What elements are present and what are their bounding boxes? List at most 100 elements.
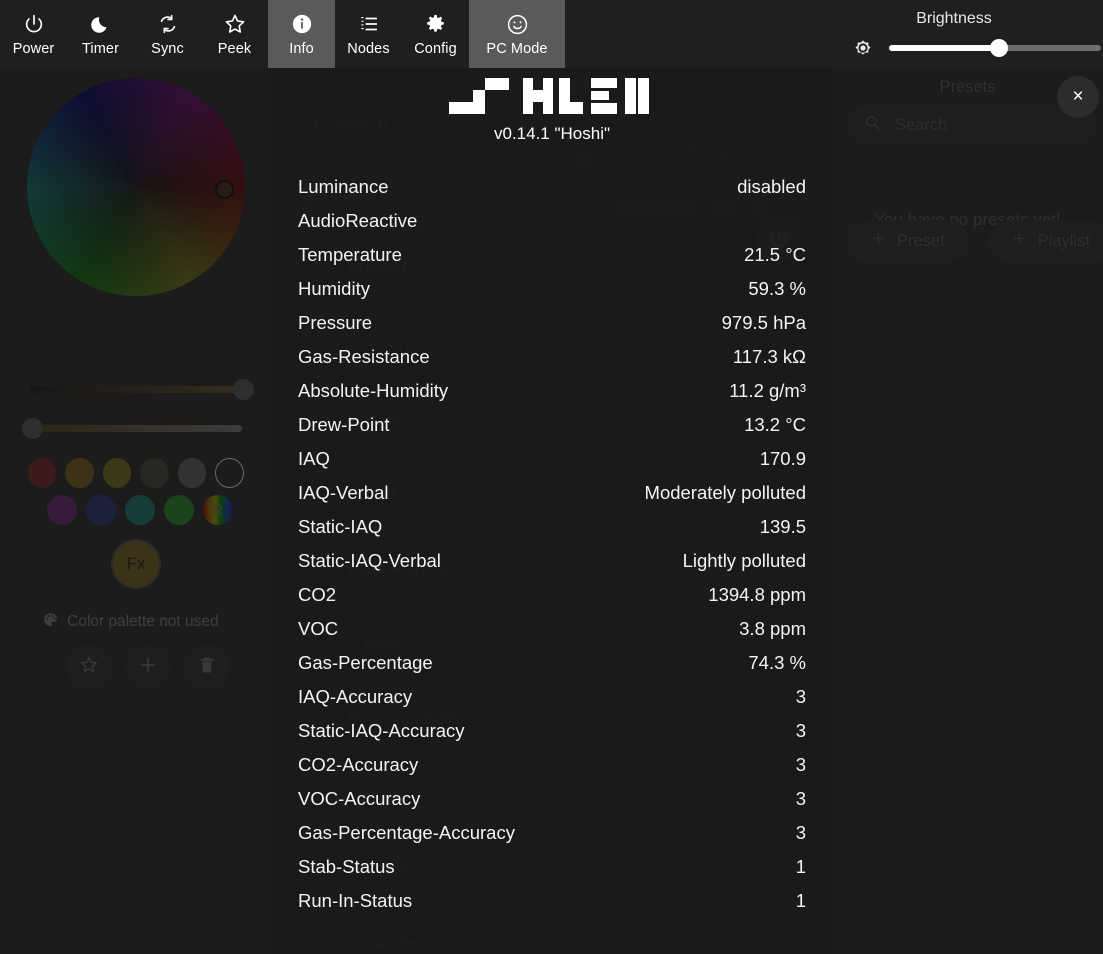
info-row: Absolute-Humidity 11.2 g/m³ bbox=[298, 380, 806, 414]
info-row: IAQ 170.9 bbox=[298, 448, 806, 482]
info-row-value: 139.5 bbox=[759, 516, 806, 537]
brightness-slider-knob[interactable] bbox=[990, 39, 1009, 57]
top-toolbar: Power Timer Sync Peek bbox=[0, 0, 1103, 68]
toolbar-button-power[interactable]: Power bbox=[0, 0, 67, 68]
gear-icon bbox=[424, 11, 447, 37]
brightness-slider[interactable] bbox=[889, 39, 1101, 57]
toolbar-button-config[interactable]: Config bbox=[402, 0, 469, 68]
info-row-key: Run-In-Status bbox=[298, 890, 413, 911]
toolbar-button-pc-mode[interactable]: PC Mode bbox=[469, 0, 565, 68]
info-row-key: Gas-Resistance bbox=[298, 346, 430, 367]
brightness-row bbox=[851, 36, 1101, 60]
info-row-key: Absolute-Humidity bbox=[298, 380, 449, 401]
info-row-value: 1 bbox=[795, 856, 806, 877]
info-row-key: Gas-Percentage bbox=[298, 652, 433, 673]
info-row-key: Temperature bbox=[298, 244, 402, 265]
info-row-key: Gas-Percentage-Accuracy bbox=[298, 822, 515, 843]
info-row-key: Static-IAQ bbox=[298, 516, 383, 537]
toolbar-label-timer: Timer bbox=[81, 41, 119, 57]
info-row-value: 13.2 °C bbox=[744, 414, 806, 435]
moon-icon bbox=[90, 11, 112, 37]
info-row: VOC-Accuracy 3 bbox=[298, 788, 806, 822]
info-row: Run-In-Status 1 bbox=[298, 890, 806, 924]
toolbar-button-peek[interactable]: Peek bbox=[201, 0, 268, 68]
info-row-value: 3 bbox=[795, 686, 806, 707]
info-row-key: VOC-Accuracy bbox=[298, 788, 421, 809]
smiley-icon bbox=[506, 11, 529, 37]
info-row-value: 170.9 bbox=[759, 448, 806, 469]
info-icon bbox=[291, 11, 313, 37]
toolbar-button-timer[interactable]: Timer bbox=[67, 0, 134, 68]
info-row: CO2 1394.8 ppm bbox=[298, 584, 806, 618]
toolbar-label-nodes: Nodes bbox=[347, 41, 390, 57]
info-row: CO2-Accuracy 3 bbox=[298, 754, 806, 788]
info-row-key: IAQ-Accuracy bbox=[298, 686, 413, 707]
list-icon bbox=[358, 11, 380, 37]
info-row-value: 3 bbox=[795, 822, 806, 843]
info-row-key: Pressure bbox=[298, 312, 373, 333]
info-row: Static-IAQ-Verbal Lightly polluted bbox=[298, 550, 806, 584]
info-row-value: disabled bbox=[737, 176, 806, 197]
toolbar-label-info: Info bbox=[289, 41, 314, 57]
info-row-key: CO2-Accuracy bbox=[298, 754, 419, 775]
info-row-value: 59.3 % bbox=[748, 278, 806, 299]
sync-icon bbox=[157, 11, 179, 37]
info-row: IAQ-Accuracy 3 bbox=[298, 686, 806, 720]
toolbar-label-peek: Peek bbox=[217, 41, 252, 57]
toolbar-label-sync: Sync bbox=[151, 41, 184, 57]
brightness-control: Brightness bbox=[829, 0, 1101, 68]
info-row-key: Static-IAQ-Accuracy bbox=[298, 720, 465, 741]
brightness-label: Brightness bbox=[916, 10, 992, 27]
info-row-key: Luminance bbox=[298, 176, 389, 197]
info-row-value: 11.2 g/m³ bbox=[729, 380, 806, 401]
info-row-key: Stab-Status bbox=[298, 856, 395, 877]
info-row: Stab-Status 1 bbox=[298, 856, 806, 890]
info-row: Humidity 59.3 % bbox=[298, 278, 806, 312]
info-row-value: 1394.8 ppm bbox=[708, 584, 806, 605]
main-stage: R Fx Color palette not used bbox=[0, 68, 1103, 954]
info-row: VOC 3.8 ppm bbox=[298, 618, 806, 652]
star-icon bbox=[223, 11, 247, 37]
info-row: Static-IAQ-Accuracy 3 bbox=[298, 720, 806, 754]
info-row-value: 21.5 °C bbox=[744, 244, 806, 265]
info-row-value: 117.3 kΩ bbox=[732, 346, 806, 367]
info-row-key: CO2 bbox=[298, 584, 337, 605]
info-rows: Luminance disabled AudioReactive Temperatur… bbox=[272, 176, 832, 924]
info-row-value: 1 bbox=[795, 890, 806, 911]
info-row-key: Static-IAQ-Verbal bbox=[298, 550, 441, 571]
info-row: Drew-Point 13.2 °C bbox=[298, 414, 806, 448]
info-row-key: Humidity bbox=[298, 278, 370, 299]
info-row: Static-IAQ 139.5 bbox=[298, 516, 806, 550]
info-row-value: 74.3 % bbox=[748, 652, 806, 673]
info-row-value: 979.5 hPa bbox=[721, 312, 806, 333]
info-row-key: Drew-Point bbox=[298, 414, 390, 435]
info-row: Pressure 979.5 hPa bbox=[298, 312, 806, 346]
info-row: Luminance disabled bbox=[298, 176, 806, 210]
info-row-value: Lightly polluted bbox=[682, 550, 806, 571]
info-row: Temperature 21.5 °C bbox=[298, 244, 806, 278]
info-row-key: IAQ-Verbal bbox=[298, 482, 389, 503]
power-icon bbox=[23, 11, 45, 37]
info-row-value: 3 bbox=[795, 720, 806, 741]
toolbar-button-nodes[interactable]: Nodes bbox=[335, 0, 402, 68]
info-row: Gas-Resistance 117.3 kΩ bbox=[298, 346, 806, 380]
info-row-value: Moderately polluted bbox=[644, 482, 806, 503]
toolbar-label-pc-mode: PC Mode bbox=[486, 41, 548, 57]
info-row-value: 3.8 ppm bbox=[739, 618, 806, 639]
info-row-key: AudioReactive bbox=[298, 210, 418, 231]
toolbar-button-info[interactable]: Info bbox=[268, 0, 335, 68]
sun-icon bbox=[851, 36, 875, 60]
wled-version: v0.14.1 "Hoshi" bbox=[493, 124, 611, 143]
toolbar-button-sync[interactable]: Sync bbox=[134, 0, 201, 68]
close-info-button[interactable]: × bbox=[1057, 76, 1099, 118]
info-row-key: VOC bbox=[298, 618, 339, 639]
brightness-slider-fill bbox=[889, 45, 1000, 51]
toolbar-label-config: Config bbox=[414, 41, 457, 57]
toolbar-label-power: Power bbox=[12, 41, 55, 57]
info-row: Gas-Percentage-Accuracy 3 bbox=[298, 822, 806, 856]
info-row: Gas-Percentage 74.3 % bbox=[298, 652, 806, 686]
info-row: AudioReactive bbox=[298, 210, 806, 244]
wled-logo-block: v0.14.1 "Hoshi" bbox=[272, 76, 832, 144]
info-row-value: 3 bbox=[795, 754, 806, 775]
